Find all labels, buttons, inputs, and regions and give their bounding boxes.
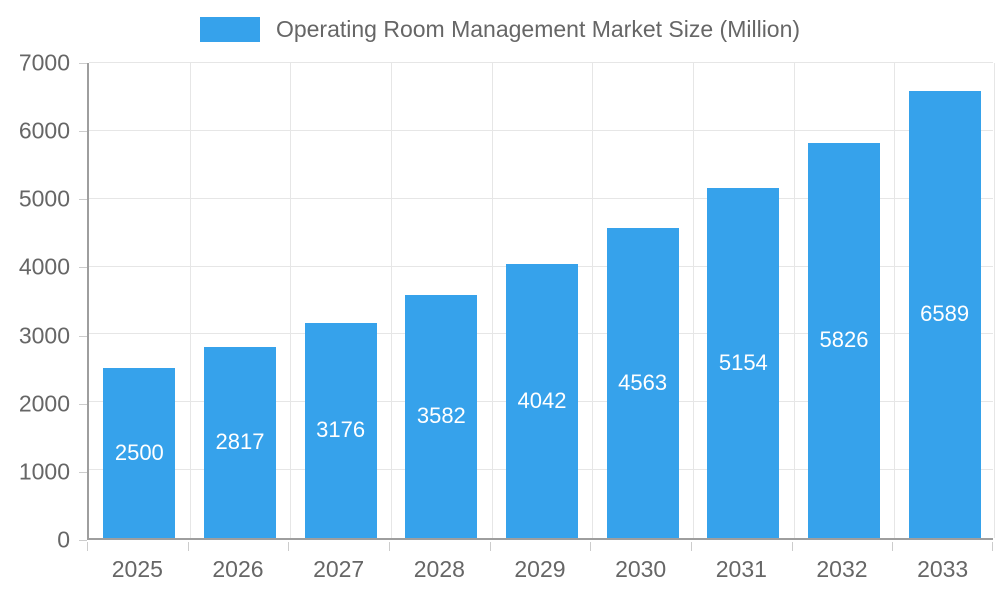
x-tick-label: 2025 xyxy=(111,556,163,582)
x-tick-label: 2029 xyxy=(514,556,566,582)
x-tick-mark xyxy=(791,542,793,551)
bar-2029[interactable]: 4042 xyxy=(506,263,578,538)
gridline-vertical xyxy=(592,63,594,538)
legend-label: Operating Room Management Market Size (M… xyxy=(275,16,801,42)
gridline-vertical xyxy=(290,63,292,538)
y-tick-label: 5000 xyxy=(18,185,70,212)
legend[interactable]: Operating Room Management Market Size (M… xyxy=(0,16,1000,44)
x-tick-mark xyxy=(489,542,491,551)
gridline-vertical xyxy=(693,63,694,538)
y-tick-label: 6000 xyxy=(18,117,70,144)
gridline-vertical xyxy=(491,63,493,538)
bar-2033[interactable]: 6589 xyxy=(908,90,981,538)
bar-2025[interactable]: 2500 xyxy=(103,368,176,538)
bar-value-label: 3176 xyxy=(316,417,366,443)
gridline-vertical xyxy=(894,63,896,538)
y-tick-mark xyxy=(79,335,87,337)
x-tick-label: 2031 xyxy=(715,556,767,582)
bar-2026[interactable]: 2817 xyxy=(204,346,276,538)
y-tick-label: 4000 xyxy=(18,253,70,280)
bar-2027[interactable]: 3176 xyxy=(304,322,377,538)
bar-value-label: 6589 xyxy=(920,301,970,327)
x-tick-label: 2027 xyxy=(313,556,365,582)
x-tick-mark xyxy=(691,542,692,551)
y-tick-mark xyxy=(79,63,87,64)
bar-value-label: 4563 xyxy=(618,370,668,396)
bar-value-label: 5826 xyxy=(819,327,869,353)
gridline-vertical xyxy=(793,63,795,538)
x-tick-mark xyxy=(187,542,189,551)
legend-swatch-icon xyxy=(199,17,260,43)
y-tick-mark xyxy=(79,471,87,473)
bar-value-label: 5154 xyxy=(718,350,768,376)
gridline-horizontal xyxy=(89,62,993,63)
gridline-vertical xyxy=(994,63,995,538)
y-tick-label: 0 xyxy=(57,526,70,553)
y-tick-mark xyxy=(79,131,87,133)
bar-2031[interactable]: 5154 xyxy=(707,188,780,538)
bar-2028[interactable]: 3582 xyxy=(405,294,478,538)
x-tick-label: 2032 xyxy=(816,556,868,582)
gridline-horizontal xyxy=(89,197,993,199)
x-tick-label: 2028 xyxy=(413,556,465,582)
bar-2032[interactable]: 5826 xyxy=(808,142,880,538)
x-tick-mark xyxy=(389,542,390,551)
y-tick-label: 1000 xyxy=(18,458,70,485)
x-tick-mark xyxy=(288,542,290,551)
y-tick-mark xyxy=(79,267,87,269)
x-tick-mark xyxy=(590,542,592,551)
y-tick-label: 3000 xyxy=(18,322,70,349)
bar-value-label: 4042 xyxy=(517,387,567,413)
gridline-vertical xyxy=(189,63,191,538)
y-tick-label: 7000 xyxy=(18,49,70,76)
y-tick-mark xyxy=(79,540,87,541)
bar-value-label: 2500 xyxy=(114,440,164,466)
x-tick-label: 2026 xyxy=(212,556,264,582)
gridline-vertical xyxy=(391,63,392,538)
bar-value-label: 2817 xyxy=(215,429,265,455)
x-tick-mark xyxy=(892,542,894,551)
bar-2030[interactable]: 4563 xyxy=(606,228,679,538)
y-tick-mark xyxy=(79,199,87,201)
x-tick-mark xyxy=(992,542,993,551)
y-tick-label: 2000 xyxy=(18,390,70,417)
gridline-horizontal xyxy=(89,129,993,131)
x-tick-mark xyxy=(87,542,88,551)
y-tick-mark xyxy=(79,403,87,405)
plot-area: 2500 2817 3176 3582 4042 4563 5154 5826 6589 xyxy=(87,62,995,540)
x-tick-label: 2033 xyxy=(917,556,969,582)
x-tick-label: 2030 xyxy=(615,556,667,582)
bar-value-label: 3582 xyxy=(416,403,466,429)
